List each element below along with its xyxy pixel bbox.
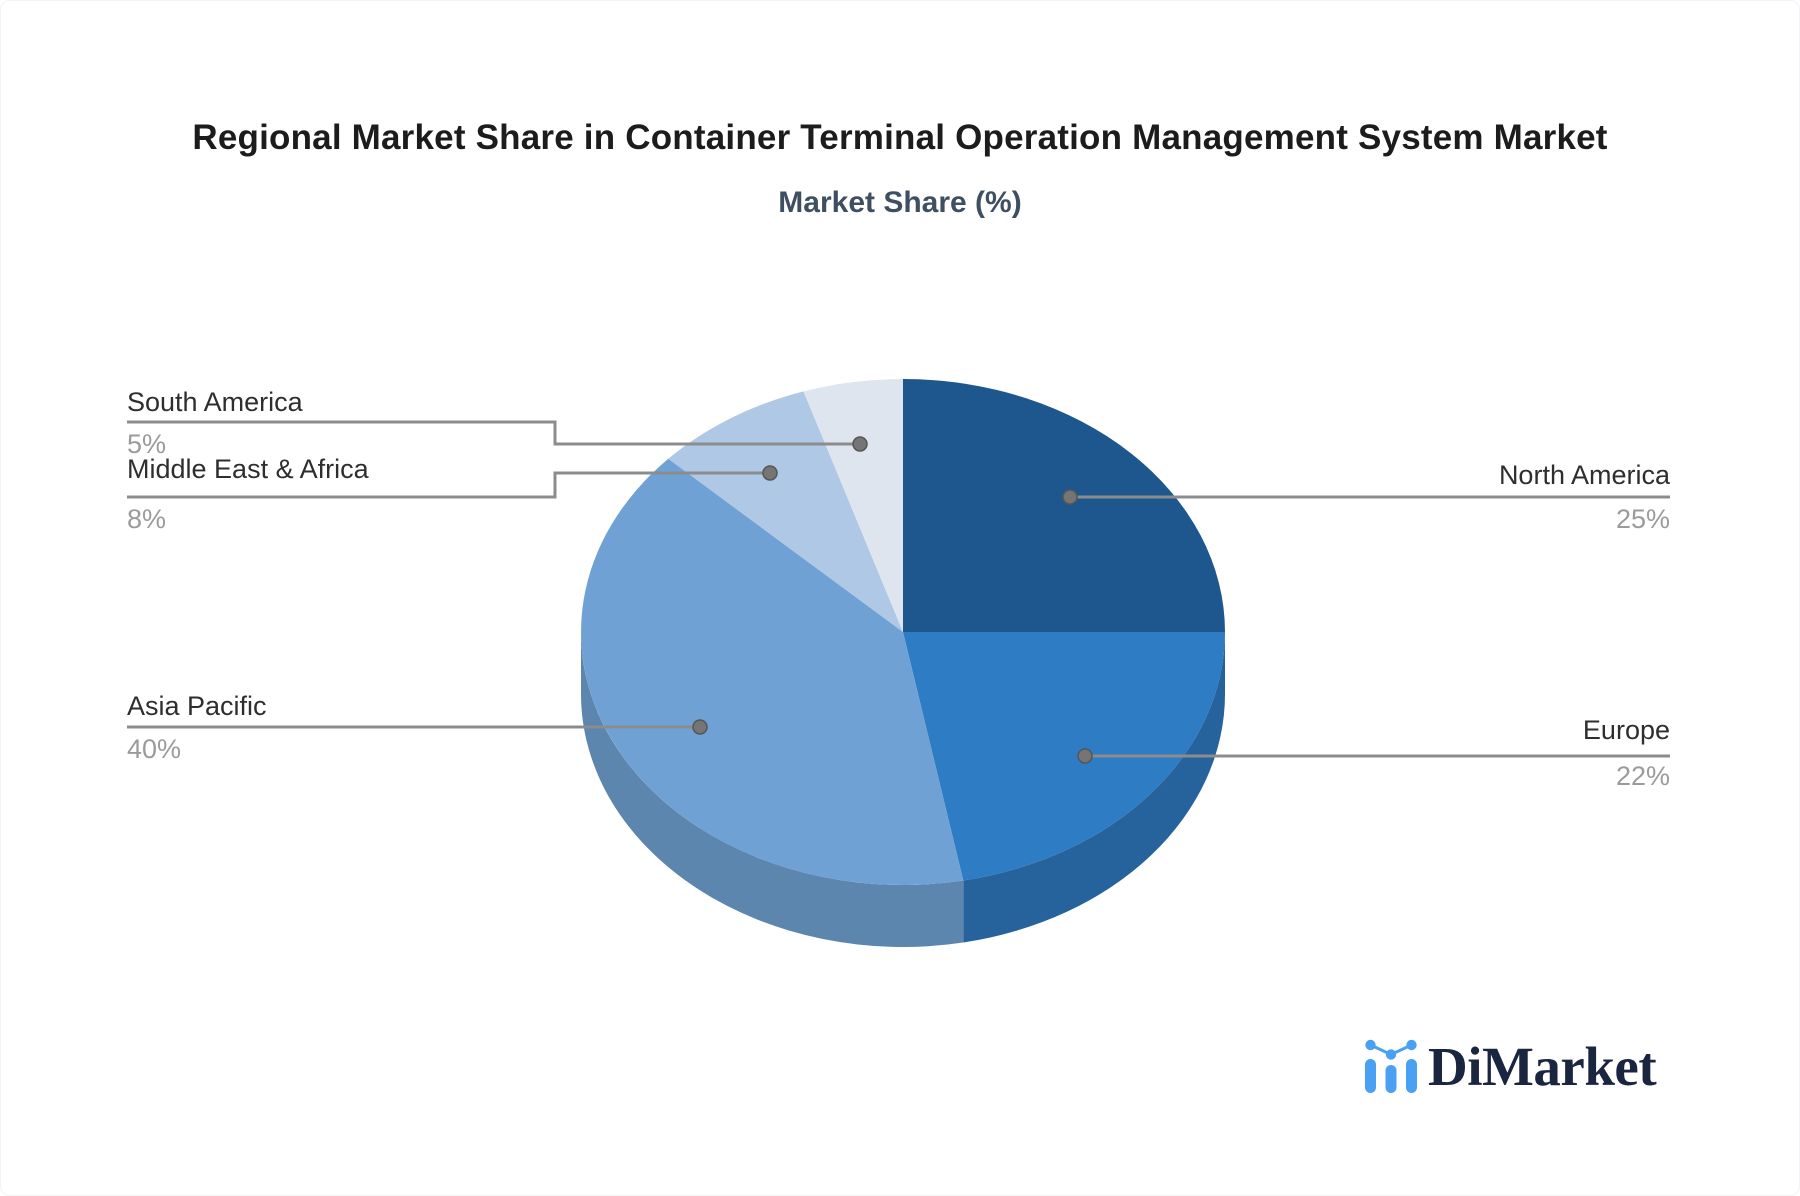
leader-dot-asia-pacific <box>692 719 708 735</box>
label-europe: Europe <box>1582 715 1670 745</box>
leader-line-south-america <box>127 420 860 446</box>
value-north-america: 25% <box>1615 504 1670 534</box>
value-middle-east-africa: 8% <box>127 504 167 534</box>
chart-title: Regional Market Share in Container Termi… <box>192 118 1608 157</box>
leader-dot-north-america <box>1062 489 1078 505</box>
label-north-america: North America <box>1498 460 1670 490</box>
pie-side-europe <box>963 632 1225 943</box>
chart-subtitle: Market Share (%) <box>778 186 1022 219</box>
pie-slice-asia-pacific[interactable] <box>581 458 964 885</box>
leader-dot-south-america <box>852 436 868 452</box>
value-south-america: 5% <box>127 429 167 459</box>
value-asia-pacific: 40% <box>127 734 182 764</box>
pie-side-asia-pacific <box>581 632 964 947</box>
label-south-america: South America <box>127 387 303 417</box>
leader-dot-middle-east-africa <box>762 465 778 481</box>
leader-dot-europe <box>1077 748 1093 764</box>
dimarket-logo: DiMarket <box>1363 1036 1657 1097</box>
value-europe: 22% <box>1615 761 1670 791</box>
label-asia-pacific: Asia Pacific <box>127 691 267 721</box>
pie-slice-middle-east-africa[interactable] <box>668 391 903 632</box>
bar-chart-logo-icon <box>1365 1039 1417 1093</box>
leader-line-middle-east-africa <box>127 471 770 499</box>
label-middle-east-africa: Middle East & Africa <box>127 454 369 484</box>
pie-slice-north-america[interactable] <box>903 379 1225 632</box>
pie-slice-europe[interactable] <box>903 632 1225 881</box>
logo-text: DiMarket <box>1428 1036 1657 1097</box>
pie-slice-south-america[interactable] <box>803 379 904 632</box>
